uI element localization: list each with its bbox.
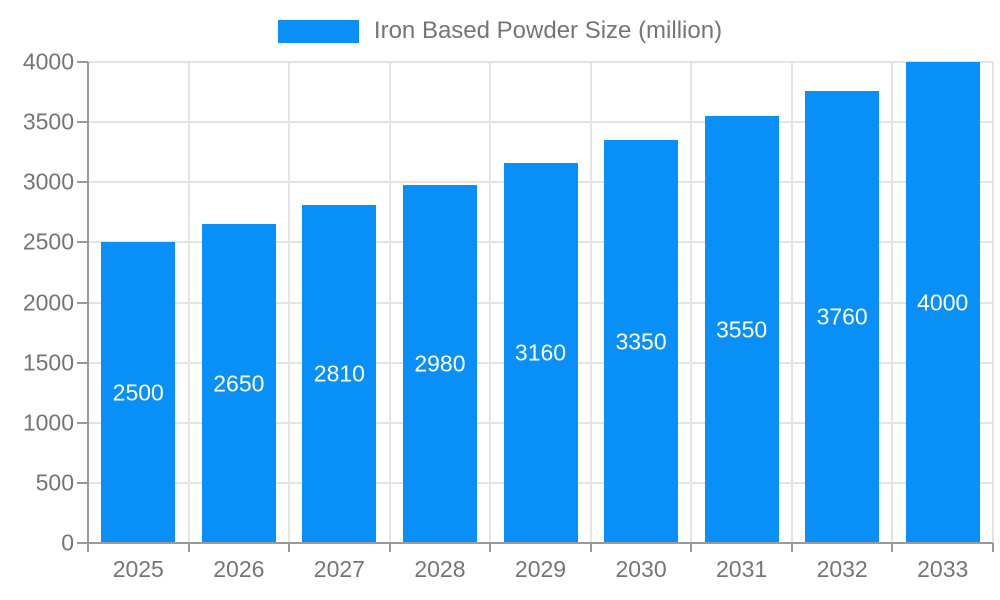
- x-axis-label: 2031: [716, 556, 768, 582]
- x-axis-label: 2025: [112, 556, 164, 582]
- y-axis-label: 2500: [22, 228, 74, 255]
- gridline-horizontal: [88, 61, 993, 63]
- bar-2031: 3550: [704, 116, 779, 543]
- y-axis-label: 3000: [22, 168, 74, 195]
- x-axis-tick: [690, 543, 693, 552]
- y-axis-label: 0: [61, 529, 74, 556]
- gridline-vertical: [589, 62, 592, 543]
- y-axis-tick: [77, 181, 88, 184]
- bar-2028: 2980: [402, 184, 477, 543]
- y-axis-tick: [77, 421, 88, 424]
- bar-2030: 3350: [604, 140, 679, 543]
- x-axis-label: 2027: [313, 556, 365, 582]
- legend-label: Iron Based Powder Size (million): [373, 17, 723, 44]
- y-axis-tick: [77, 542, 88, 544]
- y-axis-label: 4000: [22, 48, 74, 75]
- bar-value-label: 2500: [112, 379, 164, 406]
- bar-value-label: 3760: [816, 303, 868, 330]
- x-axis-label: 2029: [514, 556, 567, 582]
- y-axis-tick: [77, 361, 88, 364]
- x-axis-tick: [187, 543, 190, 552]
- x-axis-tick: [288, 543, 291, 552]
- bar-value-label: 2980: [414, 350, 466, 377]
- x-axis-label: 2033: [917, 556, 969, 582]
- plot-area: 0 500 1000 1500 2000 2500 3000 3500 4000 2025 2026…: [23, 50, 994, 581]
- bar-2026: 2650: [201, 224, 276, 543]
- bar-value-label: 2650: [213, 370, 265, 397]
- x-axis-label: 2028: [414, 556, 466, 582]
- gridline-vertical: [690, 62, 693, 543]
- x-axis-tick: [891, 543, 894, 552]
- bar-2029: 3160: [503, 163, 578, 543]
- x-axis-tick: [992, 543, 994, 552]
- y-axis-line: [87, 62, 89, 551]
- bar-2025: 2500: [101, 242, 176, 543]
- bar-value-label: 2810: [313, 360, 365, 387]
- gridline-vertical: [388, 62, 391, 543]
- x-axis-label: 2030: [615, 556, 667, 582]
- y-axis-tick: [77, 481, 88, 484]
- x-axis-tick: [388, 543, 391, 552]
- y-axis-label: 3500: [22, 108, 74, 135]
- x-axis-tick: [790, 543, 793, 552]
- gridline-vertical: [489, 62, 492, 543]
- y-axis-tick: [77, 61, 88, 63]
- y-axis-tick: [77, 301, 88, 304]
- x-axis-tick: [489, 543, 492, 552]
- y-axis-label: 1500: [22, 349, 74, 376]
- y-axis-tick: [77, 121, 88, 124]
- gridline-vertical: [891, 62, 894, 543]
- y-axis-label: 500: [35, 469, 74, 496]
- bar-2027: 2810: [302, 205, 377, 543]
- y-axis-label: 1000: [22, 409, 74, 436]
- bar-value-label: 3550: [716, 316, 768, 343]
- x-axis-label: 2032: [816, 556, 868, 582]
- gridline-vertical: [992, 62, 994, 543]
- gridline-horizontal: [88, 121, 993, 124]
- bar-2032: 3760: [805, 90, 880, 543]
- legend-swatch: [277, 19, 359, 43]
- bar-value-label: 4000: [917, 289, 969, 315]
- bar-value-label: 3160: [514, 339, 567, 366]
- gridline-vertical: [790, 62, 793, 543]
- legend: Iron Based Powder Size (million): [0, 17, 1000, 44]
- x-axis-tick: [589, 543, 592, 552]
- x-axis-label: 2026: [213, 556, 265, 582]
- gridline-vertical: [288, 62, 291, 543]
- gridline-vertical: [187, 62, 190, 543]
- y-axis-label: 2000: [22, 289, 74, 315]
- bar-value-label: 3350: [615, 328, 667, 355]
- y-axis-tick: [77, 241, 88, 244]
- bar-2033: 4000: [905, 62, 980, 543]
- x-axis-line: [88, 542, 993, 544]
